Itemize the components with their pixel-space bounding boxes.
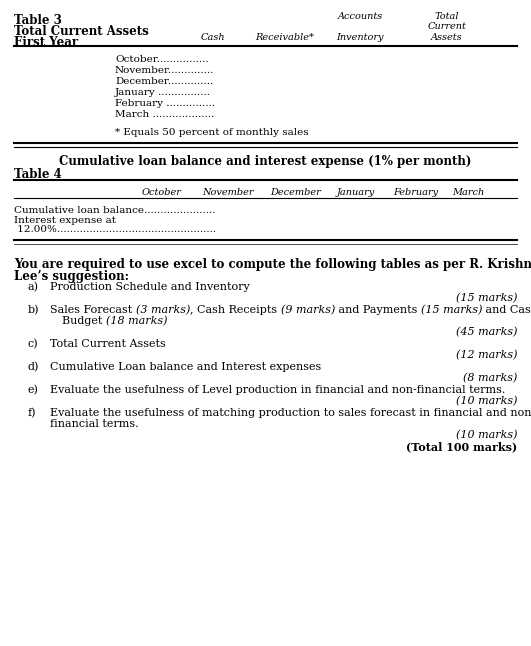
Text: a): a) [28, 282, 39, 292]
Text: d): d) [28, 362, 39, 372]
Text: February: February [393, 188, 439, 197]
Text: January ................: January ................ [115, 88, 211, 97]
Text: (9 marks): (9 marks) [281, 305, 335, 315]
Text: Evaluate the usefulness of matching production to sales forecast in financial an: Evaluate the usefulness of matching prod… [50, 408, 531, 418]
Text: e): e) [28, 385, 39, 395]
Text: January: January [337, 188, 375, 197]
Text: December: December [271, 188, 321, 197]
Text: (18 marks): (18 marks) [106, 316, 167, 326]
Text: f): f) [28, 408, 37, 419]
Text: * Equals 50 percent of monthly sales: * Equals 50 percent of monthly sales [115, 128, 309, 137]
Text: November..............: November.............. [115, 66, 215, 75]
Text: Current: Current [427, 22, 466, 31]
Text: Assets: Assets [431, 33, 463, 42]
Text: Accounts: Accounts [337, 12, 383, 21]
Text: (15 marks): (15 marks) [456, 293, 517, 304]
Text: Cumulative loan balance and interest expense (1% per month): Cumulative loan balance and interest exp… [59, 155, 471, 168]
Text: (10 marks): (10 marks) [456, 396, 517, 406]
Text: Lee’s suggestion:: Lee’s suggestion: [14, 270, 129, 283]
Text: December..............: December.............. [115, 77, 213, 86]
Text: Cash: Cash [201, 33, 225, 42]
Text: Table 3: Table 3 [14, 14, 62, 27]
Text: Total: Total [435, 12, 459, 21]
Text: You are required to use excel to compute the following tables as per R. Krishnan: You are required to use excel to compute… [14, 258, 531, 271]
Text: Inventory: Inventory [336, 33, 384, 42]
Text: (3 marks): (3 marks) [136, 305, 190, 315]
Text: Production Schedule and Inventory: Production Schedule and Inventory [50, 282, 250, 292]
Text: Total Current Assets: Total Current Assets [50, 339, 166, 349]
Text: Cumulative Loan balance and Interest expenses: Cumulative Loan balance and Interest exp… [50, 362, 321, 372]
Text: , Cash Receipts: , Cash Receipts [190, 305, 281, 315]
Text: March ...................: March ................... [115, 110, 214, 119]
Text: Budget: Budget [62, 316, 106, 326]
Text: Total Current Assets: Total Current Assets [14, 25, 149, 38]
Text: (10 marks): (10 marks) [456, 430, 517, 441]
Text: 12.00%.................................................: 12.00%..................................… [14, 225, 216, 234]
Text: (8 marks): (8 marks) [463, 373, 517, 383]
Text: and Cash: and Cash [483, 305, 531, 315]
Text: Cumulative loan balance......................: Cumulative loan balance.................… [14, 206, 216, 215]
Text: (12 marks): (12 marks) [456, 350, 517, 360]
Text: March: March [452, 188, 484, 197]
Text: First Year: First Year [14, 36, 78, 49]
Text: financial terms.: financial terms. [50, 419, 139, 429]
Text: (15 marks): (15 marks) [421, 305, 483, 315]
Text: (Total 100 marks): (Total 100 marks) [406, 441, 517, 452]
Text: Evaluate the usefulness of Level production in financial and non-financial terms: Evaluate the usefulness of Level product… [50, 385, 506, 395]
Text: October: October [142, 188, 182, 197]
Text: February ...............: February ............... [115, 99, 215, 108]
Text: (45 marks): (45 marks) [456, 327, 517, 337]
Text: Sales Forecast: Sales Forecast [50, 305, 136, 315]
Text: Interest expense at: Interest expense at [14, 216, 116, 225]
Text: October................: October................ [115, 55, 209, 64]
Text: b): b) [28, 305, 39, 315]
Text: and Payments: and Payments [335, 305, 421, 315]
Text: November: November [202, 188, 254, 197]
Text: Receivable*: Receivable* [255, 33, 314, 42]
Text: Table 4: Table 4 [14, 168, 62, 181]
Text: c): c) [28, 339, 39, 349]
